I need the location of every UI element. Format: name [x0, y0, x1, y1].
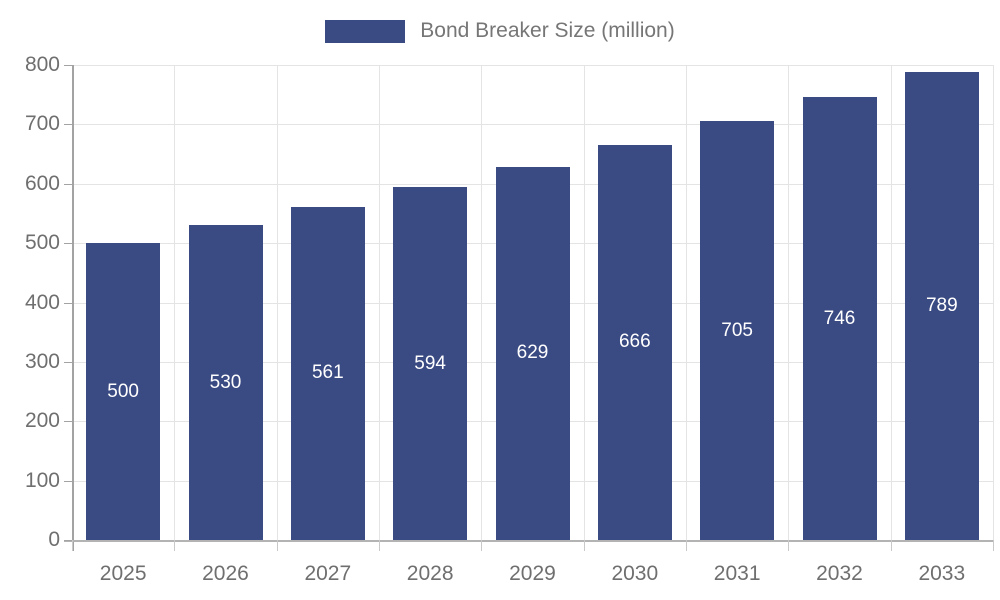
h-gridline — [72, 124, 993, 126]
y-tick-label: 300 — [24, 349, 60, 373]
x-tick-label: 2033 — [918, 562, 966, 585]
y-tick-label: 600 — [24, 171, 60, 195]
bar-2025[interactable]: 500 — [86, 243, 161, 540]
x-tick — [686, 540, 687, 551]
y-tick — [64, 183, 72, 185]
plot-area: 500 530 561 594 629 666 705 746 789 — [72, 65, 994, 540]
v-gridline — [174, 65, 176, 540]
bar-2027[interactable]: 561 — [290, 206, 365, 540]
x-tick-label: 2026 — [202, 562, 249, 585]
v-gridline — [481, 65, 483, 540]
bar-2033[interactable]: 789 — [904, 71, 979, 540]
y-tick — [64, 361, 72, 363]
v-gridline — [276, 65, 278, 540]
x-tick — [583, 540, 585, 551]
bar-value-label: 500 — [107, 380, 139, 402]
v-gridline — [379, 65, 380, 540]
h-gridline — [72, 65, 993, 66]
bar-2026[interactable]: 530 — [188, 225, 263, 540]
bar-value-label: 666 — [618, 331, 651, 353]
y-tick — [64, 65, 72, 66]
v-gridline — [993, 65, 994, 540]
x-tick-label: 2032 — [816, 562, 863, 585]
x-tick — [379, 540, 380, 551]
y-tick — [64, 421, 72, 423]
bar-value-label: 530 — [209, 371, 242, 393]
y-tick-label: 100 — [24, 468, 60, 492]
v-gridline — [890, 65, 892, 540]
x-tick — [993, 540, 994, 551]
bar-2029[interactable]: 629 — [495, 166, 570, 540]
chart-legend[interactable]: Bond Breaker Size (million) — [0, 16, 1000, 46]
x-tick — [174, 540, 176, 551]
legend-label[interactable]: Bond Breaker Size (million) — [420, 19, 675, 42]
y-tick — [64, 302, 72, 304]
bar-value-label: 629 — [516, 342, 549, 364]
y-tick-label: 700 — [24, 112, 60, 136]
y-tick — [64, 243, 72, 245]
x-tick — [276, 540, 278, 551]
x-tick — [481, 540, 483, 551]
y-tick — [64, 540, 72, 541]
x-tick-label: 2030 — [611, 562, 659, 585]
x-tick-label: 2027 — [304, 562, 352, 585]
bar-value-label: 746 — [823, 307, 856, 329]
x-tick — [890, 540, 892, 551]
x-axis-line — [64, 540, 994, 542]
y-tick — [64, 480, 72, 482]
bar-value-label: 789 — [925, 294, 958, 316]
y-tick — [64, 124, 72, 126]
x-tick-label: 2028 — [406, 562, 454, 585]
y-tick-label: 800 — [24, 53, 60, 76]
x-tick — [72, 540, 73, 551]
v-gridline — [583, 65, 585, 540]
y-tick-label: 0 — [48, 528, 60, 551]
legend-swatch[interactable] — [325, 19, 406, 43]
bar-2031[interactable]: 705 — [700, 121, 775, 540]
bar-value-label: 705 — [721, 319, 753, 341]
y-tick-label: 200 — [24, 409, 60, 433]
x-tick-label: 2025 — [99, 562, 147, 585]
x-tick-label: 2029 — [509, 562, 556, 585]
y-tick-label: 400 — [24, 290, 60, 314]
v-gridline — [788, 65, 790, 540]
y-tick-label: 500 — [24, 231, 60, 255]
bar-2032[interactable]: 746 — [802, 97, 877, 540]
bar-value-label: 594 — [414, 352, 446, 374]
bar-value-label: 561 — [311, 362, 344, 384]
bar-2030[interactable]: 666 — [597, 144, 672, 540]
bar-2028[interactable]: 594 — [393, 187, 468, 540]
v-gridline — [686, 65, 687, 540]
x-tick-label: 2031 — [713, 562, 761, 585]
x-tick — [788, 540, 790, 551]
y-axis-line — [72, 65, 74, 551]
